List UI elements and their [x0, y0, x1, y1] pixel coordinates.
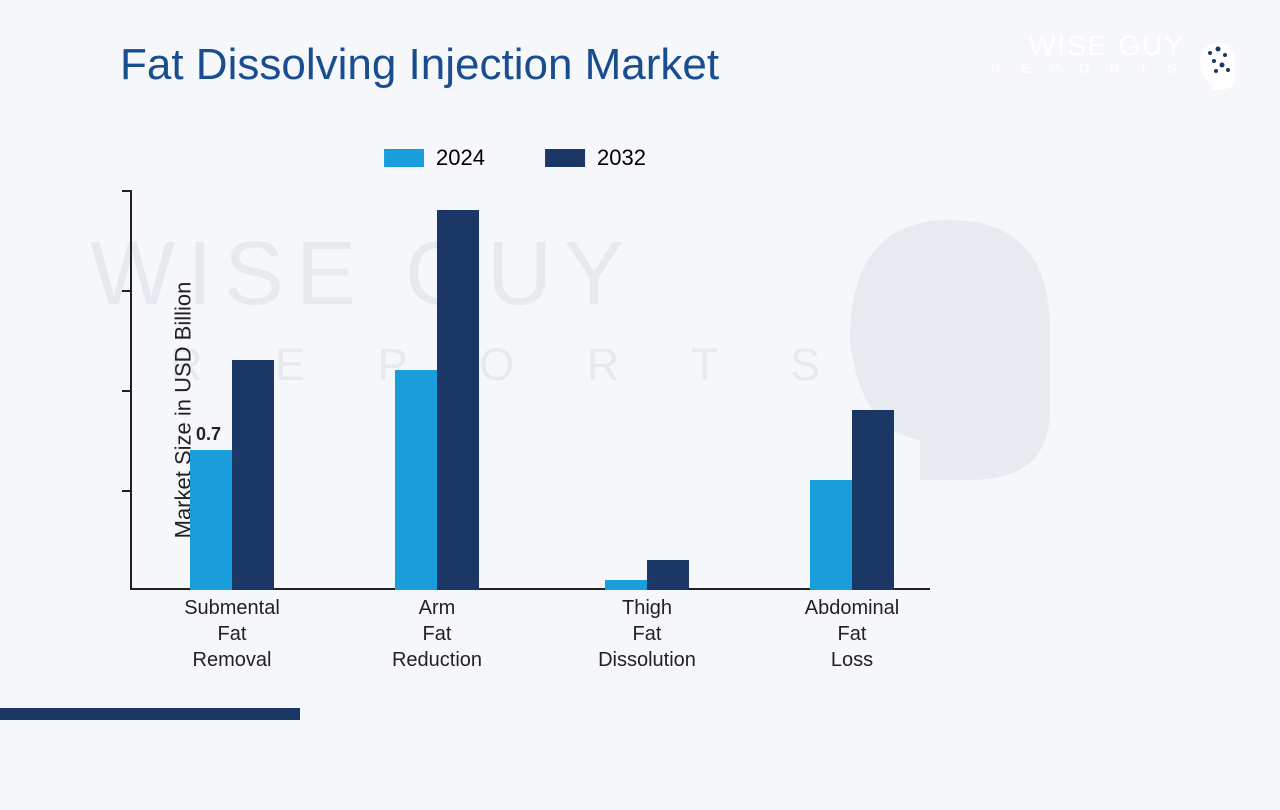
bar-group [605, 560, 689, 590]
brand-logo: WISE GUY R E P O R T S [991, 30, 1240, 76]
bar [395, 370, 437, 590]
bar [232, 360, 274, 590]
bar [810, 480, 852, 590]
bar [852, 410, 894, 590]
legend-swatch [545, 149, 585, 167]
bar [647, 560, 689, 590]
legend-item-2024: 2024 [384, 145, 485, 171]
x-axis-label: ArmFatReduction [392, 595, 482, 673]
x-axis-label: ThighFatDissolution [598, 595, 696, 673]
logo-head-icon [1190, 35, 1240, 95]
plot-area: 0.7 [130, 190, 930, 590]
legend-swatch [384, 149, 424, 167]
bar [190, 450, 232, 590]
y-tick [122, 490, 130, 492]
y-tick [122, 290, 130, 292]
logo-text-main: WISE GUY [991, 30, 1185, 62]
legend-label: 2024 [436, 145, 485, 171]
bar [605, 580, 647, 590]
bar-group [395, 210, 479, 590]
value-label: 0.7 [196, 424, 221, 445]
y-axis-line [130, 190, 132, 590]
chart-title: Fat Dissolving Injection Market [120, 40, 719, 90]
bar [437, 210, 479, 590]
chart-area: Market Size in USD Billion 2024 2032 0.7… [90, 150, 940, 670]
x-axis-label: AbdominalFatLoss [805, 595, 900, 673]
legend-label: 2032 [597, 145, 646, 171]
legend-item-2032: 2032 [545, 145, 646, 171]
y-tick [122, 190, 130, 192]
legend: 2024 2032 [384, 145, 646, 171]
x-axis-label: SubmentalFatRemoval [184, 595, 280, 673]
bar-group [190, 360, 274, 590]
bottom-accent-bar [0, 708, 300, 720]
bar-group [810, 410, 894, 590]
logo-text-sub: R E P O R T S [991, 60, 1185, 76]
y-tick [122, 390, 130, 392]
